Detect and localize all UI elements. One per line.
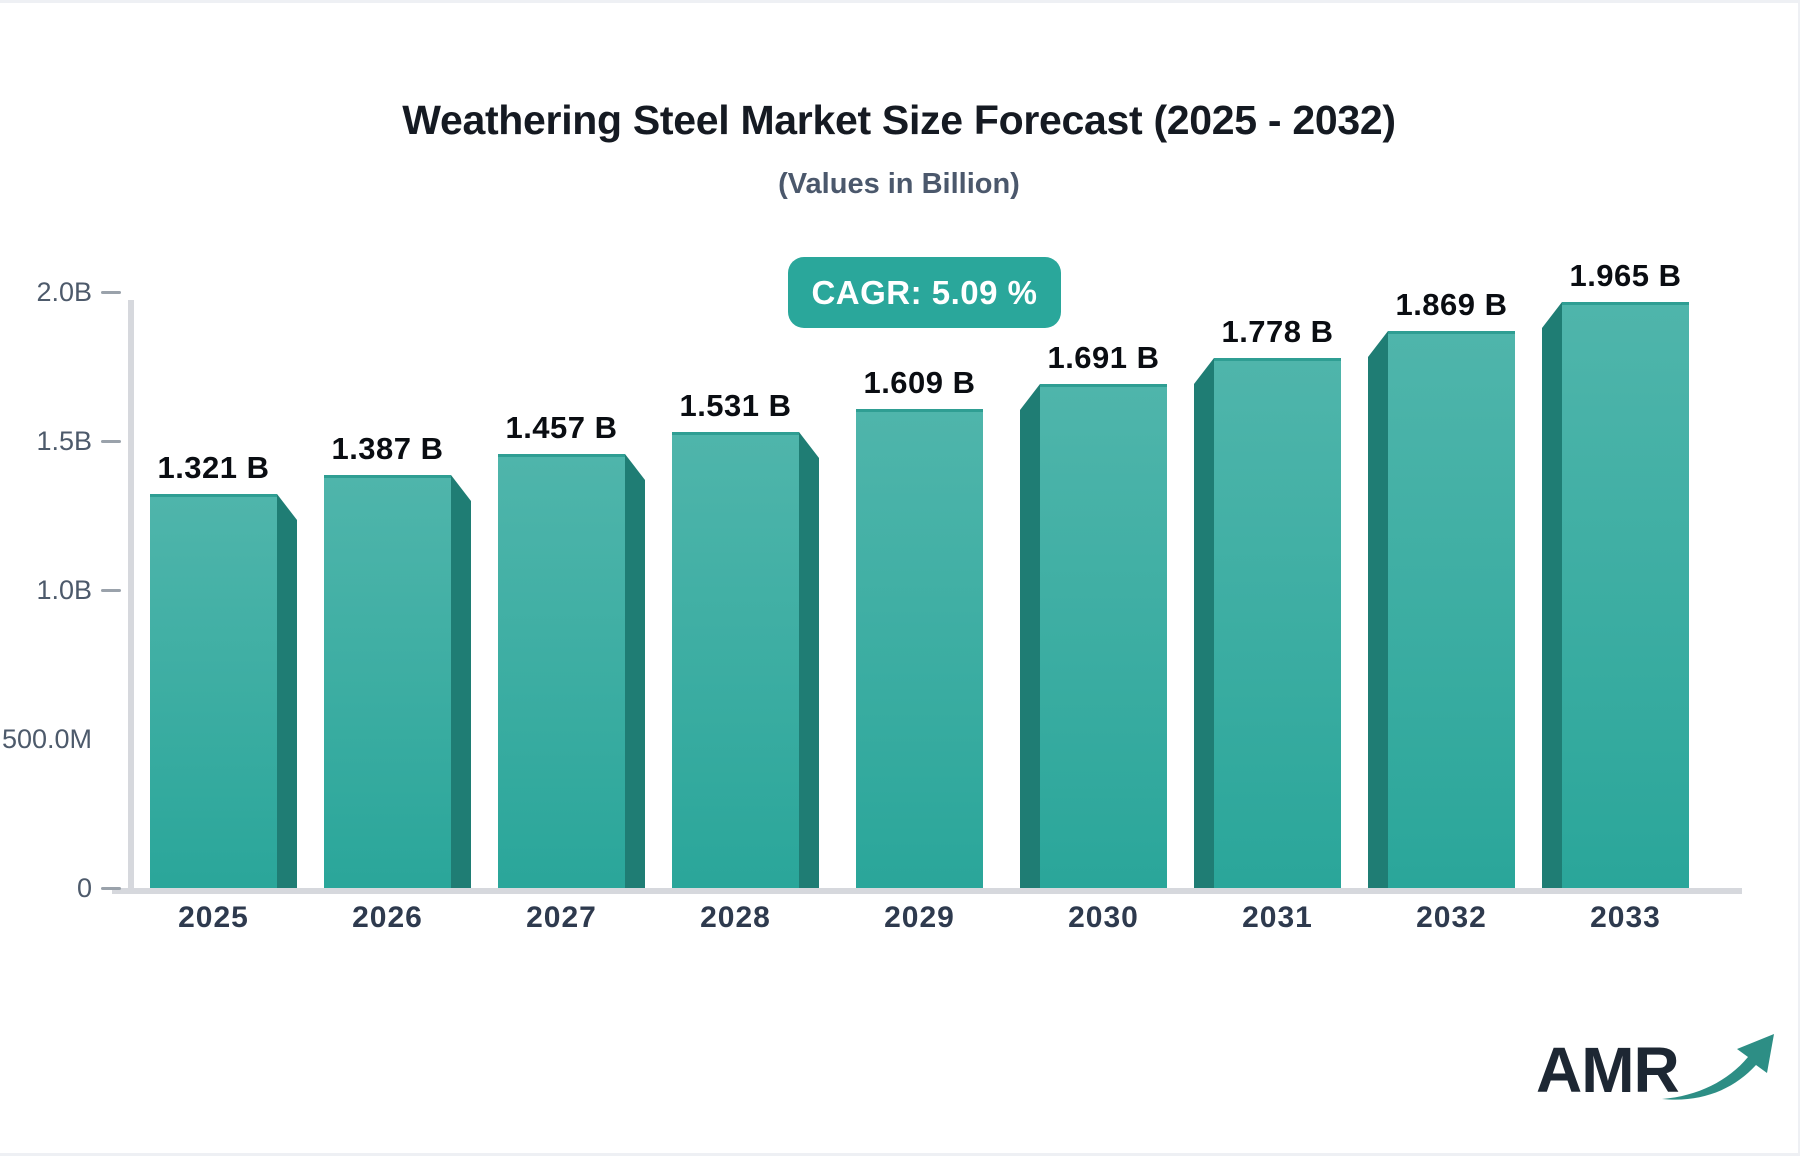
bar-2030 (1040, 384, 1167, 888)
x-axis-label: 2027 (526, 901, 597, 934)
y-axis-tick-dash (101, 589, 121, 592)
bar-value-label: 1.691 B (1047, 340, 1160, 375)
bar-value-label: 1.321 B (157, 450, 270, 485)
amr-logo: AMR (1536, 1033, 1776, 1133)
y-axis-tick-dash (101, 291, 121, 294)
bar-2027 (498, 454, 625, 888)
y-axis-tick-label: 2.0B (36, 277, 92, 307)
bar-2033 (1562, 302, 1689, 888)
bar-side-2030 (1020, 384, 1040, 888)
y-axis-tick-dash (101, 887, 121, 890)
bar-value-label: 1.869 B (1395, 287, 1508, 322)
bar-2032 (1388, 331, 1515, 888)
y-axis-line (128, 300, 134, 888)
bar-side-2028 (799, 432, 819, 888)
bar-2029 (856, 409, 983, 888)
bar-value-label: 1.609 B (863, 365, 976, 400)
x-axis-label: 2030 (1068, 901, 1139, 934)
bar-side-2033 (1542, 302, 1562, 888)
x-axis-label: 2025 (178, 901, 249, 934)
page-subtitle: (Values in Billion) (778, 168, 1020, 200)
logo-text: AMR (1536, 1034, 1680, 1106)
bar-side-2031 (1194, 358, 1214, 888)
bar-value-label: 1.387 B (331, 431, 444, 466)
bar-side-2027 (625, 454, 645, 888)
x-axis-baseline (112, 888, 1742, 894)
bar-chart: 2.0B 1.5B 1.0B 500.0M 0 1.321 B 2025 1.387 B 202… (0, 3, 1800, 1159)
y-axis-tick-label: 0 (76, 873, 92, 903)
x-axis-label: 2028 (700, 901, 771, 934)
x-axis-label: 2026 (352, 901, 423, 934)
bar-2025 (150, 494, 277, 888)
y-axis-tick-label: 500.0M (1, 724, 92, 754)
y-axis-tick-dash (101, 440, 121, 443)
bar-2031 (1214, 358, 1341, 888)
x-axis-label: 2029 (884, 901, 955, 934)
y-axis-tick-label: 1.5B (36, 426, 92, 456)
bar-side-2032 (1368, 331, 1388, 888)
bar-value-label: 1.965 B (1569, 258, 1682, 293)
page-title: Weathering Steel Market Size Forecast (2… (402, 97, 1396, 143)
cagr-badge: CAGR: 5.09 % (788, 257, 1061, 328)
bar-value-label: 1.457 B (505, 410, 618, 445)
bar-side-2025 (277, 494, 297, 888)
bar-2026 (324, 475, 451, 888)
bar-2028 (672, 432, 799, 888)
bar-side-2026 (451, 475, 471, 888)
x-axis-label: 2031 (1242, 901, 1313, 934)
x-axis-label: 2032 (1416, 901, 1487, 934)
y-axis-tick-label: 1.0B (36, 575, 92, 605)
growth-arrow-icon (1662, 1034, 1774, 1100)
x-axis-label: 2033 (1590, 901, 1661, 934)
bar-value-label: 1.531 B (679, 388, 792, 423)
bar-value-label: 1.778 B (1221, 314, 1334, 349)
